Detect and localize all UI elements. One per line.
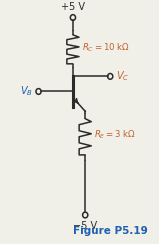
Text: $V_C$: $V_C$ [116, 70, 130, 83]
Text: +5 V: +5 V [61, 2, 85, 12]
Text: $R_C = 10\ \mathrm{k\Omega}$: $R_C = 10\ \mathrm{k\Omega}$ [82, 41, 130, 54]
Text: $R_E = 3\ \mathrm{k\Omega}$: $R_E = 3\ \mathrm{k\Omega}$ [94, 129, 136, 142]
Text: Figure P5.19: Figure P5.19 [73, 226, 148, 236]
Text: −5 V: −5 V [73, 221, 97, 231]
Text: $V_B$: $V_B$ [20, 85, 33, 98]
